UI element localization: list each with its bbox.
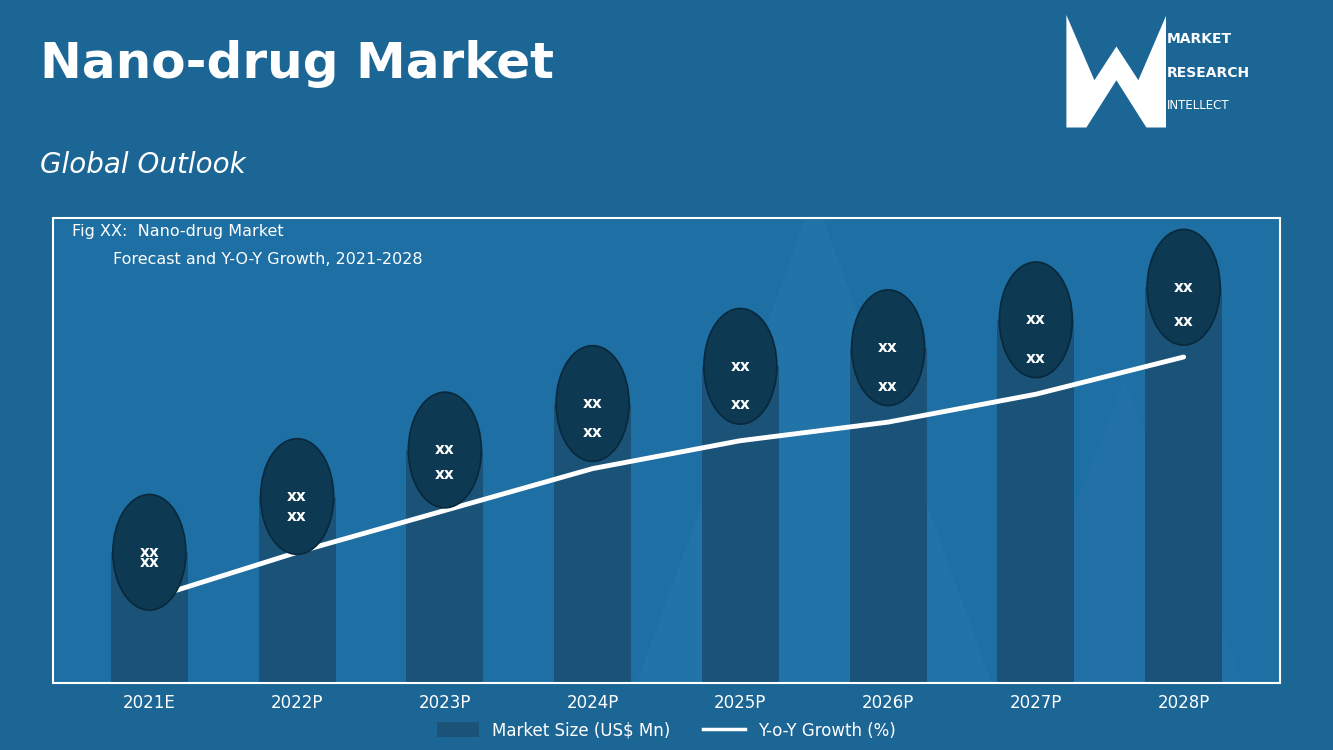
Ellipse shape xyxy=(556,346,629,461)
Text: Nano-drug Market: Nano-drug Market xyxy=(40,40,555,88)
Bar xyxy=(849,348,926,682)
Ellipse shape xyxy=(408,392,481,508)
Ellipse shape xyxy=(113,494,185,610)
Text: Global Outlook: Global Outlook xyxy=(40,152,245,179)
Text: xx: xx xyxy=(435,442,455,458)
Ellipse shape xyxy=(852,290,925,406)
Text: xx: xx xyxy=(1174,314,1193,328)
Polygon shape xyxy=(1006,380,1242,682)
Ellipse shape xyxy=(261,439,333,554)
Legend: Market Size (US$ Mn), Y-o-Y Growth (%): Market Size (US$ Mn), Y-o-Y Growth (%) xyxy=(431,715,902,746)
Text: xx: xx xyxy=(287,489,307,504)
Text: xx: xx xyxy=(435,467,455,482)
Polygon shape xyxy=(637,194,992,682)
Text: xx: xx xyxy=(730,398,750,412)
Polygon shape xyxy=(1066,15,1166,128)
Text: xx: xx xyxy=(583,425,603,440)
Bar xyxy=(111,552,188,682)
Bar xyxy=(702,366,778,682)
Text: Forecast and Y-O-Y Growth, 2021-2028: Forecast and Y-O-Y Growth, 2021-2028 xyxy=(72,252,423,268)
Text: xx: xx xyxy=(1174,280,1193,295)
Bar xyxy=(1145,287,1222,682)
Text: INTELLECT: INTELLECT xyxy=(1166,100,1229,112)
Ellipse shape xyxy=(704,308,777,424)
Bar xyxy=(407,450,484,682)
Text: xx: xx xyxy=(1026,312,1046,327)
Bar xyxy=(259,496,336,682)
Text: xx: xx xyxy=(878,379,898,394)
Text: xx: xx xyxy=(140,544,159,560)
Text: xx: xx xyxy=(730,358,750,374)
Bar xyxy=(555,404,631,682)
Text: xx: xx xyxy=(878,340,898,356)
Text: MARKET: MARKET xyxy=(1166,32,1232,46)
Text: Fig XX:  Nano-drug Market: Fig XX: Nano-drug Market xyxy=(72,224,284,239)
Ellipse shape xyxy=(1000,262,1072,377)
Text: xx: xx xyxy=(140,556,159,571)
Bar xyxy=(997,320,1074,682)
Text: xx: xx xyxy=(287,509,307,524)
Ellipse shape xyxy=(1148,230,1220,345)
Text: xx: xx xyxy=(1026,351,1046,366)
Text: xx: xx xyxy=(583,396,603,411)
Text: RESEARCH: RESEARCH xyxy=(1166,66,1249,80)
